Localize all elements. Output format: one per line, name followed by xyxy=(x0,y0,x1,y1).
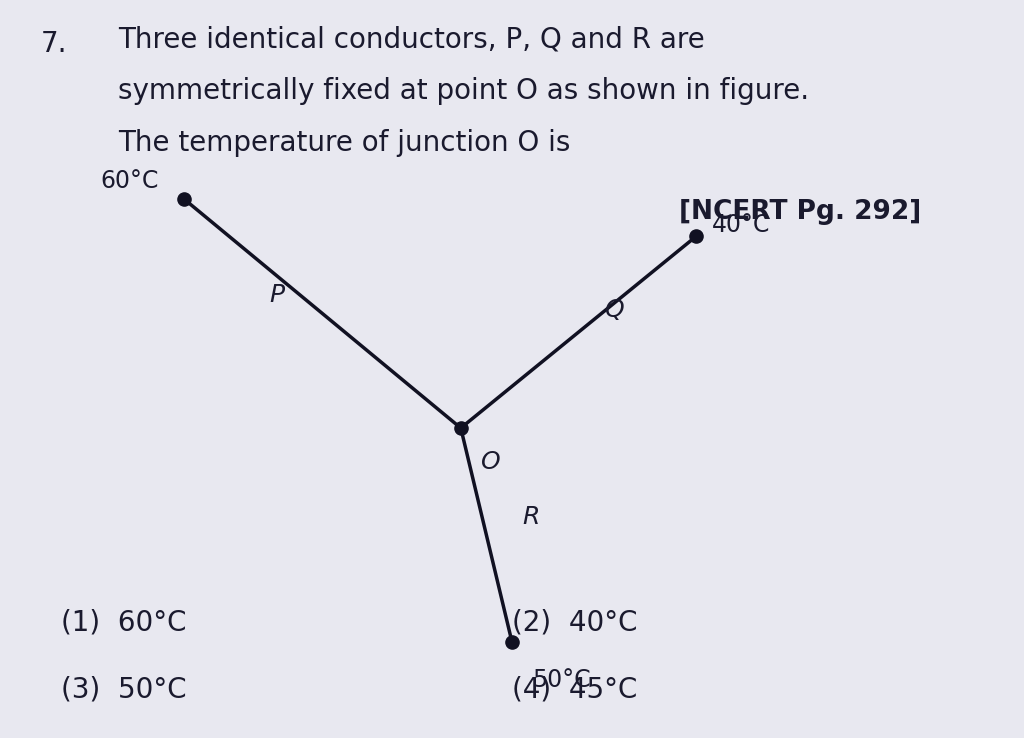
Text: (2)  40°C: (2) 40°C xyxy=(512,609,638,637)
Point xyxy=(453,422,469,434)
Point xyxy=(688,230,705,242)
Text: O: O xyxy=(481,450,501,475)
Text: 60°C: 60°C xyxy=(100,169,159,193)
Point xyxy=(176,193,193,205)
Text: Three identical conductors, P, Q and R are: Three identical conductors, P, Q and R a… xyxy=(118,26,705,54)
Text: 40°C: 40°C xyxy=(712,213,770,237)
Text: P: P xyxy=(269,283,284,307)
Text: Q: Q xyxy=(604,298,625,322)
Point xyxy=(504,636,520,648)
Text: [NCERT Pg. 292]: [NCERT Pg. 292] xyxy=(679,199,922,225)
Text: (1)  60°C: (1) 60°C xyxy=(61,609,187,637)
Text: R: R xyxy=(522,505,540,528)
Text: symmetrically fixed at point O as shown in figure.: symmetrically fixed at point O as shown … xyxy=(118,77,809,106)
Text: The temperature of junction O is: The temperature of junction O is xyxy=(118,129,570,157)
Text: (3)  50°C: (3) 50°C xyxy=(61,675,187,703)
Text: (4)  45°C: (4) 45°C xyxy=(512,675,637,703)
Text: 7.: 7. xyxy=(41,30,68,58)
Text: 50°C: 50°C xyxy=(532,668,591,692)
